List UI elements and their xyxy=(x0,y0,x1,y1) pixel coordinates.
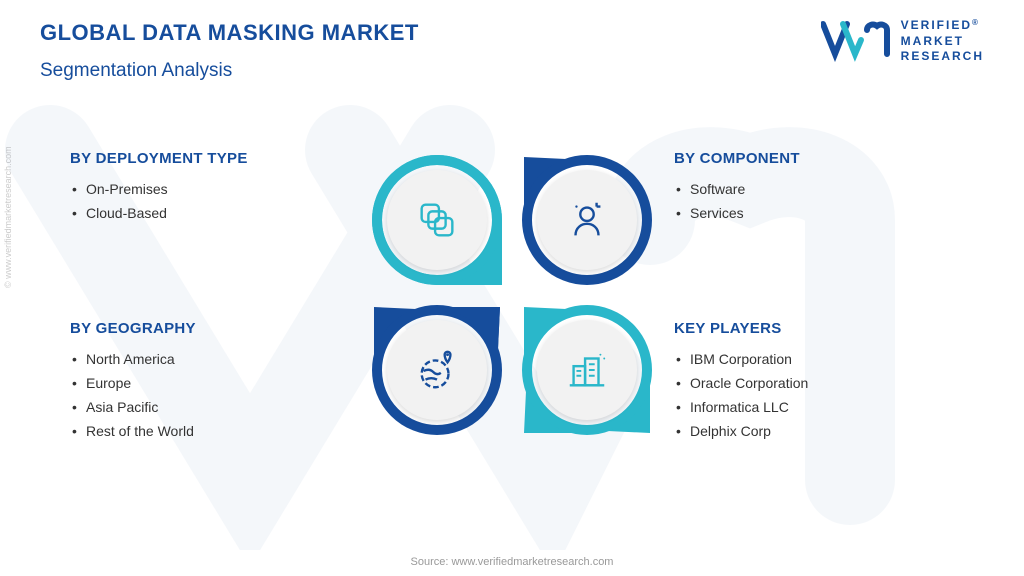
list-item: IBM Corporation xyxy=(674,347,954,371)
segment-deployment: BY DEPLOYMENT TYPE On-Premises Cloud-Bas… xyxy=(70,150,350,225)
logo-text: VERIFIED® MARKET RESEARCH xyxy=(901,18,984,65)
building-icon xyxy=(564,347,610,393)
petal-deployment xyxy=(372,155,502,285)
list-item: Services xyxy=(674,201,954,225)
list-item: On-Premises xyxy=(70,177,350,201)
center-diagram xyxy=(372,155,652,435)
list-item: Delphix Corp xyxy=(674,419,954,443)
watermark-text: © www.verifiedmarketresearch.com xyxy=(3,146,13,288)
list-item: North America xyxy=(70,347,350,371)
segment-component: BY COMPONENT Software Services xyxy=(674,150,954,225)
segment-list: North America Europe Asia Pacific Rest o… xyxy=(70,347,350,443)
globe-icon xyxy=(414,347,460,393)
list-item: Informatica LLC xyxy=(674,395,954,419)
segment-title: BY GEOGRAPHY xyxy=(70,320,350,337)
list-item: Asia Pacific xyxy=(70,395,350,419)
list-item: Cloud-Based xyxy=(70,201,350,225)
petal-keyplayers xyxy=(522,305,652,435)
segment-list: IBM Corporation Oracle Corporation Infor… xyxy=(674,347,954,443)
segment-keyplayers: KEY PLAYERS IBM Corporation Oracle Corpo… xyxy=(674,320,954,443)
petal-circle xyxy=(537,170,637,270)
segment-list: Software Services xyxy=(674,177,954,225)
layers-icon xyxy=(414,197,460,243)
petal-circle xyxy=(537,320,637,420)
segment-geography: BY GEOGRAPHY North America Europe Asia P… xyxy=(70,320,350,443)
petal-geography xyxy=(372,305,502,435)
segment-title: BY COMPONENT xyxy=(674,150,954,167)
brand-logo: VERIFIED® MARKET RESEARCH xyxy=(821,18,984,65)
segment-title: BY DEPLOYMENT TYPE xyxy=(70,150,350,167)
person-icon xyxy=(564,197,610,243)
list-item: Rest of the World xyxy=(70,419,350,443)
list-item: Oracle Corporation xyxy=(674,371,954,395)
page-title: GLOBAL DATA MASKING MARKET xyxy=(40,20,419,46)
page-subtitle: Segmentation Analysis xyxy=(40,60,419,82)
segment-list: On-Premises Cloud-Based xyxy=(70,177,350,225)
header: GLOBAL DATA MASKING MARKET Segmentation … xyxy=(40,20,419,82)
list-item: Europe xyxy=(70,371,350,395)
source-text: Source: www.verifiedmarketresearch.com xyxy=(411,556,614,568)
list-item: Software xyxy=(674,177,954,201)
petal-circle xyxy=(387,320,487,420)
petal-circle xyxy=(387,170,487,270)
logo-mark xyxy=(821,20,893,62)
petal-component xyxy=(522,155,652,285)
segment-title: KEY PLAYERS xyxy=(674,320,954,337)
